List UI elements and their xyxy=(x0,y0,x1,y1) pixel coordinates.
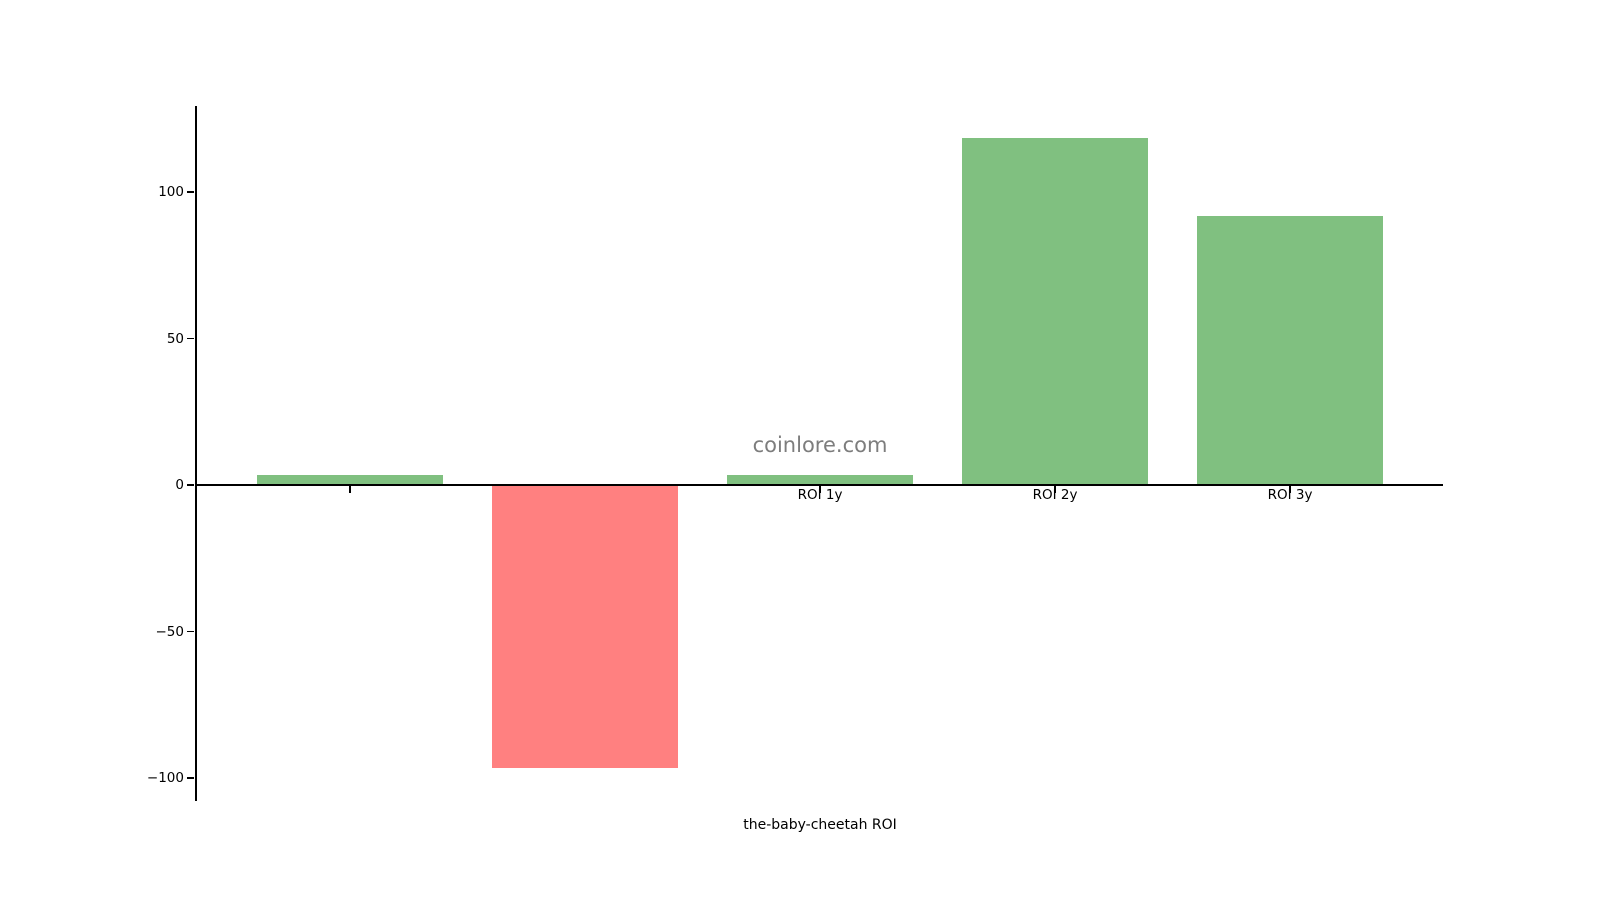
bar-roi-3y xyxy=(1197,215,1383,486)
y-tick-label: 100 xyxy=(158,184,184,201)
x-axis-zero-line xyxy=(195,484,1443,486)
bar-2 xyxy=(492,485,678,769)
y-tick-label: 50 xyxy=(166,330,184,347)
bar-roi-1y xyxy=(727,475,913,486)
x-tick xyxy=(1289,485,1291,493)
y-tick-label: −100 xyxy=(146,770,184,787)
x-tick xyxy=(819,485,821,493)
y-tick xyxy=(187,191,195,193)
x-tick-label: ROI 2y xyxy=(1032,486,1078,503)
y-axis-spine xyxy=(195,106,197,801)
y-tick xyxy=(187,337,195,340)
y-tick-label: 0 xyxy=(175,477,184,494)
y-tick xyxy=(187,777,195,779)
x-tick xyxy=(349,485,351,493)
y-tick-label: −50 xyxy=(155,623,185,640)
watermark-text: coinlore.com xyxy=(752,433,888,457)
x-tick-label: ROI 1y xyxy=(797,486,843,503)
x-tick-label: ROI 3y xyxy=(1267,486,1313,503)
y-tick xyxy=(187,484,195,486)
bar-roi-2y xyxy=(962,138,1148,486)
x-tick xyxy=(1054,485,1056,493)
y-tick xyxy=(187,630,195,633)
bar-1 xyxy=(257,475,443,486)
x-axis-title: the-baby-cheetah ROI xyxy=(743,817,897,833)
